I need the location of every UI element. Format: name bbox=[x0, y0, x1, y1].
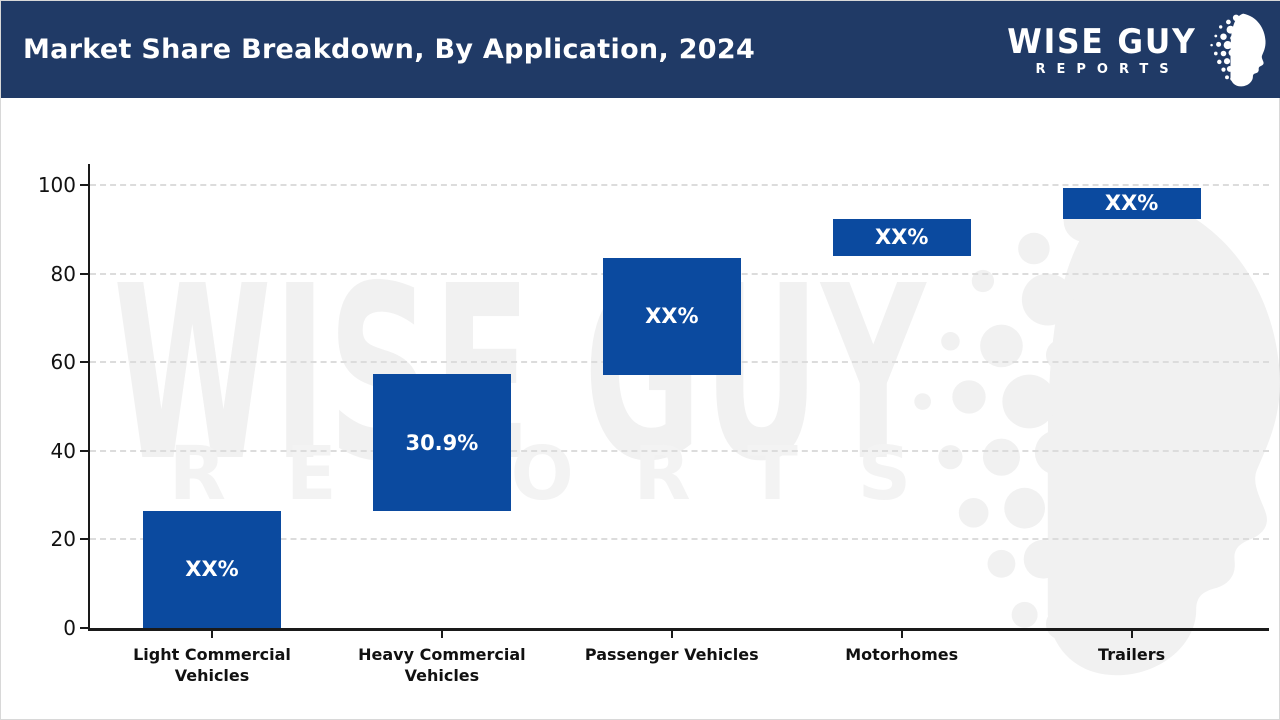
bar-segment: XX% bbox=[832, 219, 971, 256]
y-tick-mark bbox=[80, 361, 88, 364]
brand-name: WISE GUY bbox=[1007, 21, 1197, 62]
y-tick-label: 20 bbox=[50, 527, 76, 552]
bar-segment: 30.9% bbox=[372, 374, 511, 512]
plot-area: 0 20 40 60 80 100 XX% Light Commercial Vehicles… bbox=[38, 164, 1269, 685]
x-category-label: Passenger Vehicles bbox=[584, 645, 759, 664]
gridline-20 bbox=[90, 538, 1269, 541]
x-tick-mark bbox=[900, 631, 903, 638]
header-band: Market Share Breakdown, By Application, … bbox=[1, 1, 1280, 98]
bar-segment: XX% bbox=[1062, 188, 1201, 219]
y-tick-label: 40 bbox=[50, 438, 76, 463]
bar-value-label: XX% bbox=[1104, 191, 1159, 216]
x-tick-mark bbox=[440, 631, 443, 638]
chart-title: Market Share Breakdown, By Application, … bbox=[23, 34, 756, 65]
brand-face-icon bbox=[1210, 13, 1266, 87]
brand-logo: WISE GUY REPORTS bbox=[999, 7, 1269, 93]
x-category-label: Light Commercial Vehicles bbox=[133, 645, 291, 685]
y-tick-mark bbox=[80, 627, 88, 629]
x-category-label: Heavy Commercial Vehicles bbox=[358, 645, 526, 685]
x-category-label: Motorhomes bbox=[845, 645, 959, 664]
y-tick-mark bbox=[80, 538, 88, 541]
y-tick-mark bbox=[80, 184, 88, 187]
bar-value-label: 30.9% bbox=[405, 430, 479, 455]
bar-segment: XX% bbox=[602, 257, 741, 375]
y-tick-label: 0 bbox=[63, 616, 76, 640]
bar-segment: XX% bbox=[143, 510, 281, 628]
y-tick-mark bbox=[80, 272, 88, 275]
gridline-40 bbox=[90, 449, 1269, 452]
x-tick-mark bbox=[211, 631, 213, 638]
x-tick-mark bbox=[670, 631, 673, 638]
x-tick-mark bbox=[1130, 631, 1133, 638]
x-axis-line bbox=[88, 628, 1269, 631]
bar-value-label: XX% bbox=[874, 225, 929, 250]
y-axis-line bbox=[88, 164, 90, 630]
y-tick-label: 60 bbox=[50, 350, 76, 375]
bar-value-label: XX% bbox=[185, 557, 239, 582]
brand-logo-text: WISE GUY REPORTS bbox=[999, 25, 1205, 76]
gridline-100 bbox=[90, 184, 1269, 187]
bar-value-label: XX% bbox=[645, 304, 699, 329]
brand-subname: REPORTS bbox=[1035, 61, 1180, 77]
y-tick-mark bbox=[80, 449, 88, 452]
x-category-label: Trailers bbox=[1098, 645, 1166, 664]
y-tick-label: 100 bbox=[37, 173, 76, 198]
y-tick-label: 80 bbox=[50, 261, 76, 286]
